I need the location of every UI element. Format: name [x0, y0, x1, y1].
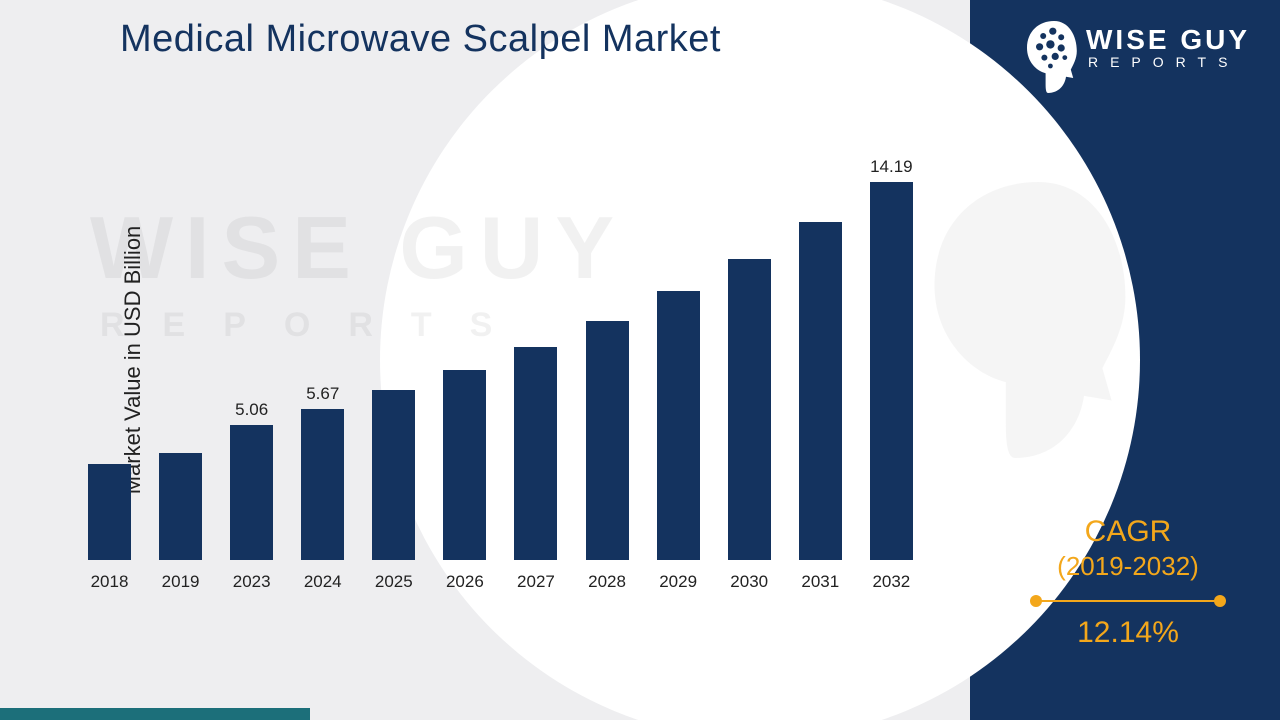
- brand-logo: WISE GUY REPORTS: [1086, 24, 1250, 70]
- bar-value-label: 5.67: [306, 384, 339, 404]
- brand-head-icon: [1018, 18, 1078, 96]
- bar-column: [792, 197, 849, 560]
- x-tick-label: 2028: [579, 572, 636, 592]
- x-tick-label: 2024: [294, 572, 351, 592]
- bar-column: 5.67: [294, 384, 351, 560]
- x-tick-label: 2030: [721, 572, 778, 592]
- x-tick-label: 2027: [507, 572, 564, 592]
- plot-area: 5.065.6714.19 20182019202320242025202620…: [80, 160, 920, 560]
- bar-column: 5.06: [223, 400, 280, 560]
- x-axis-labels: 2018 2019 2023 2024 2025 2026 2027 2028 2029 2030…: [81, 572, 920, 592]
- bars-container: 5.06 5.67 14.19: [81, 160, 920, 560]
- x-tick-label: 2026: [436, 572, 493, 592]
- bar: [230, 425, 273, 560]
- bar-column: [721, 234, 778, 560]
- brand-line2: REPORTS: [1086, 54, 1250, 70]
- bar: [514, 347, 557, 560]
- x-tick-label: 2031: [792, 572, 849, 592]
- bar: [88, 464, 131, 560]
- bar: [301, 409, 344, 560]
- x-tick-label: 2032: [863, 572, 920, 592]
- chart-title: Medical Microwave Scalpel Market: [120, 18, 721, 61]
- bar: [443, 370, 486, 560]
- bar: [159, 453, 202, 560]
- bar-column: [81, 439, 138, 560]
- bar-column: [436, 345, 493, 560]
- bar: [372, 390, 415, 560]
- cagr-label: CAGR: [1018, 515, 1238, 549]
- cagr-value: 12.14%: [1018, 616, 1238, 650]
- x-tick-label: 2025: [365, 572, 422, 592]
- bar-chart: Market Value in USD Billion 5.065.6714.1…: [80, 160, 920, 600]
- cagr-block: CAGR (2019-2032) 12.14%: [1018, 515, 1238, 650]
- bar-value-label: 5.06: [235, 400, 268, 420]
- x-tick-label: 2029: [650, 572, 707, 592]
- bar-column: [365, 365, 422, 560]
- bar: [799, 222, 842, 560]
- x-tick-label: 2018: [81, 572, 138, 592]
- bar: [870, 182, 913, 560]
- bar: [728, 259, 771, 560]
- cagr-period: (2019-2032): [1018, 551, 1238, 582]
- bottom-accent-strip: [0, 708, 310, 720]
- watermark-head-icon: [900, 170, 1130, 470]
- bar: [586, 321, 629, 560]
- bar-column: [152, 428, 209, 560]
- bar-column: 14.19: [863, 157, 920, 560]
- bar-column: [507, 322, 564, 560]
- bar-column: [579, 296, 636, 560]
- brand-line1: WISE GUY: [1086, 24, 1250, 56]
- x-tick-label: 2019: [152, 572, 209, 592]
- bar-column: [650, 266, 707, 560]
- bar: [657, 291, 700, 560]
- canvas: WISE GUY REPORTS Medical Microwave Scalp…: [0, 0, 1280, 720]
- bar-value-label: 14.19: [870, 157, 913, 177]
- x-tick-label: 2023: [223, 572, 280, 592]
- cagr-divider: [1036, 600, 1220, 602]
